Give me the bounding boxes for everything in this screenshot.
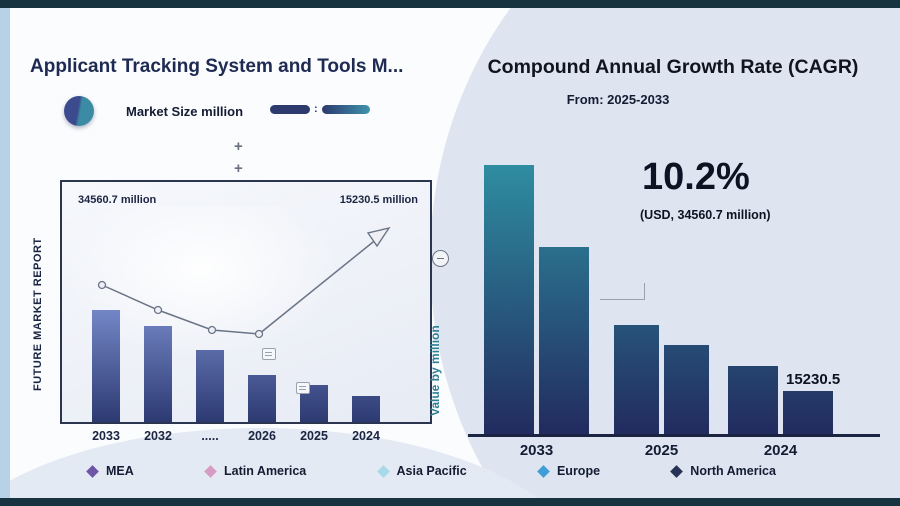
x-label-2024: 2024	[352, 429, 380, 443]
x-label-2033: 2033	[92, 429, 120, 443]
legend-diamond	[86, 464, 99, 478]
cagr-basis-note: (USD, 34560.7 million)	[640, 208, 771, 222]
pill-colon-decoration: :	[314, 103, 318, 115]
legend-item-latin-america: Latin America	[204, 464, 307, 478]
cagr-value: 10.2%	[642, 156, 750, 198]
x-label-ellipsis: .....	[201, 429, 219, 443]
cagr-chart-y-axis-label: Value by million	[428, 325, 442, 416]
cagr-bar-group-2024	[728, 366, 833, 437]
market-chart-x-labels: 2033 2032 ..... 2026 2025 2024	[84, 429, 388, 443]
legend-diamond	[376, 464, 390, 478]
market-bar-col-2032	[136, 326, 180, 422]
x-label-2032: 2032	[144, 429, 172, 443]
cagr-chart-subtitle: From: 2025-2033	[566, 92, 670, 107]
market-chart-panel: 34560.7 million 15230.5 million	[52, 180, 432, 424]
note-card-icon	[262, 348, 276, 360]
cagr-end-value-label: 15230.5	[786, 371, 841, 388]
market-bar-col-2033	[84, 310, 128, 422]
legend-diamond	[537, 464, 550, 478]
market-bar-col-.....	[188, 350, 232, 422]
max-value-annotation: 34560.7 million	[78, 194, 157, 206]
end-value-annotation: 15230.5 million	[339, 194, 418, 206]
plus-decoration: +	[234, 160, 243, 177]
cagr-bar-2033-series-b	[539, 247, 589, 437]
market-bar-2024	[352, 396, 380, 422]
market-bar-2033	[92, 310, 120, 422]
two-tone-circle-icon	[64, 96, 94, 126]
legend-item-north-america: North America	[670, 464, 776, 478]
legend-label: Latin America	[224, 464, 307, 478]
market-chart-y-axis-label: FUTURE MARKET REPORT	[32, 237, 44, 392]
cagr-chart-title: Compound Annual Growth Rate (CAGR)	[487, 56, 859, 78]
cagr-chart-baseline	[468, 434, 880, 437]
cagr-bar-2033-series-a	[484, 165, 534, 437]
region-legend: MEA Latin America Asia Pacific Europe No…	[86, 464, 776, 478]
frame-left-strip	[0, 0, 10, 506]
market-size-legend: Market Size million	[64, 96, 243, 126]
legend-item-asia-pacific: Asia Pacific	[376, 464, 467, 478]
market-chart-title: Applicant Tracking System and Tools M...	[30, 56, 404, 77]
legend-item-mea: MEA	[86, 464, 134, 478]
x-label-2026: 2026	[248, 429, 276, 443]
market-size-legend-label: Market Size million	[126, 103, 244, 119]
market-bar-2026	[248, 375, 276, 422]
market-bar-col-2024	[344, 396, 388, 422]
step-line-decoration	[600, 283, 645, 300]
cagr-bar-2024-series-b	[783, 391, 833, 437]
cagr-x-label-2033: 2033	[519, 442, 554, 459]
frame-bottom-strip	[0, 498, 900, 506]
cagr-bar-2024-series-a	[728, 366, 778, 437]
minus-circle-icon	[432, 250, 449, 267]
cagr-bar-2025-series-a	[614, 325, 659, 437]
legend-pill-decoration: :	[270, 103, 370, 115]
cagr-x-label-2024: 2024	[763, 442, 798, 459]
note-card-icon	[296, 382, 310, 394]
market-bar-2032	[144, 326, 172, 422]
legend-diamond	[204, 464, 217, 478]
pill-gradient-icon	[321, 105, 370, 114]
cagr-x-label-2025: 2025	[644, 442, 679, 459]
legend-label: Asia Pacific	[396, 464, 467, 478]
cagr-bar-group-2025	[614, 325, 709, 437]
market-bar-.....	[196, 350, 224, 422]
pill-dark-icon	[270, 105, 310, 114]
plus-decoration: +	[234, 138, 243, 155]
legend-diamond	[670, 464, 684, 478]
cagr-bar-group-2033	[484, 165, 589, 437]
legend-item-europe: Europe	[537, 464, 601, 478]
cagr-bar-2025-series-b	[664, 345, 709, 437]
legend-label: North America	[690, 464, 776, 478]
x-label-2025: 2025	[300, 429, 328, 443]
market-bar-col-2026	[240, 375, 284, 422]
frame-top-strip	[0, 0, 900, 8]
legend-label: MEA	[106, 464, 134, 478]
market-chart-bars	[84, 310, 388, 422]
legend-label: Europe	[556, 464, 601, 478]
